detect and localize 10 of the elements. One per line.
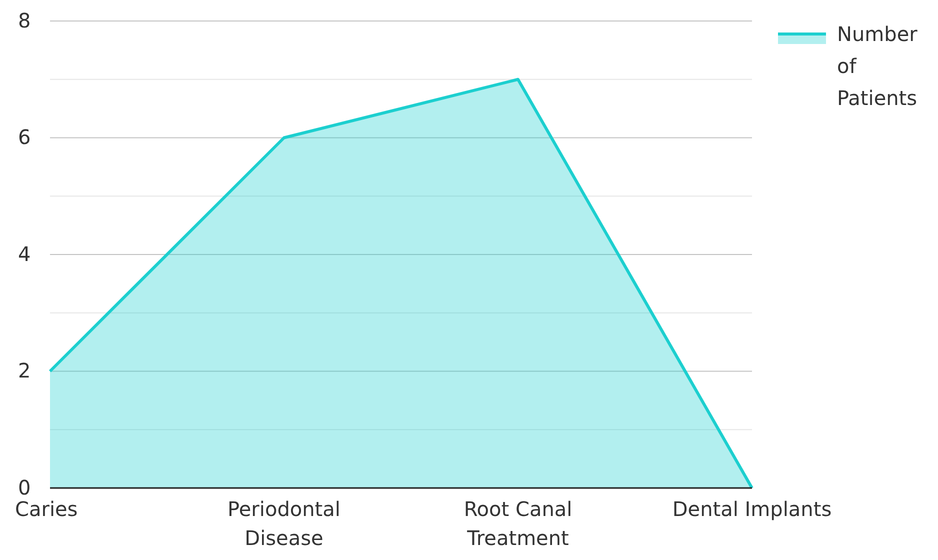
y-tick-label: 2 — [18, 358, 31, 383]
y-tick-label: 6 — [18, 125, 31, 150]
x-tick-label: Periodontal Disease — [228, 497, 340, 550]
y-tick-label: 0 — [18, 475, 31, 500]
legend-label: Number of Patients — [837, 22, 918, 110]
x-tick-label: Root Canal Treatment — [464, 497, 572, 550]
x-tick-label: Dental Implants — [672, 497, 832, 521]
y-tick-label: 8 — [18, 8, 31, 32]
x-tick-label: Caries — [15, 497, 78, 521]
y-tick-label: 4 — [18, 242, 31, 266]
